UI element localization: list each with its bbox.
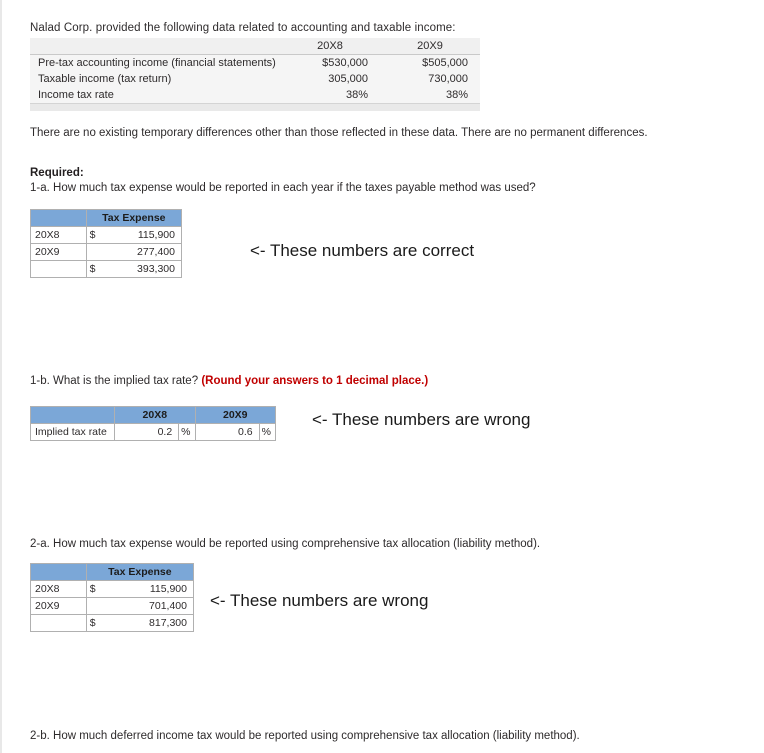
question-2b: 2-b. How much deferred income tax would … [30, 730, 580, 742]
table-row: 20X8 $ 115,900 [30, 580, 195, 598]
table-row: 20X8 $ 115,900 [30, 226, 182, 244]
row-pretax-20x9: $505,000 [422, 57, 468, 69]
row-label-taxrate: Income tax rate [38, 89, 114, 101]
answer-table-1b[interactable]: 20X8 20X9 Implied tax rate 0.2 % 0.6 % [29, 406, 277, 441]
tbl1b-row-20x9-value[interactable]: 0.6 [195, 423, 260, 441]
question-1b-rounding-note: (Round your answers to 1 decimal place.) [201, 375, 429, 387]
required-label: Required: [30, 167, 84, 179]
table-row: $ 393,300 [30, 260, 182, 278]
strip-cell [280, 103, 380, 111]
tbl2a-row1-currency [85, 597, 107, 615]
row-taxrate-20x9: 38% [445, 89, 468, 101]
tbl1b-row-label: Implied tax rate [29, 423, 116, 441]
row-taxable-20x8: 305,000 [328, 73, 368, 85]
annotation-wrong-1b: <- These numbers are wrong [312, 410, 531, 429]
table-bottom-strip [30, 103, 480, 111]
left-rail-divider [0, 0, 2, 753]
tbl1a-row0-value[interactable]: 115,900 [105, 226, 182, 244]
tbl1b-row-20x8-value[interactable]: 0.2 [114, 423, 180, 441]
tbl1b-row-20x8-percent: % [178, 423, 196, 441]
table-header-row: 20X8 20X9 [29, 406, 277, 424]
tbl1a-row1-value[interactable]: 277,400 [105, 243, 182, 261]
question-2a: 2-a. How much tax expense would be repor… [30, 538, 541, 550]
table-row: $ 817,300 [30, 614, 195, 632]
data-header-20x8: 20X8 [280, 38, 380, 55]
answer-table-1a[interactable]: Tax Expense 20X8 $ 115,900 20X9 277,400 … [30, 209, 183, 278]
data-header-20x9: 20X9 [380, 38, 480, 55]
tbl1b-header-20x9: 20X9 [194, 406, 277, 424]
tbl2a-row1-label: 20X9 [30, 597, 87, 615]
tbl1a-header-blank [30, 209, 87, 227]
question-1a: 1-a. How much tax expense would be repor… [30, 182, 536, 194]
tbl2a-row0-label: 20X8 [30, 580, 87, 598]
tbl1a-header-tax-expense: Tax Expense [85, 209, 183, 227]
row-taxable-20x9: 730,000 [428, 73, 468, 85]
annotation-wrong-2a: <- These numbers are wrong [210, 591, 429, 610]
tbl2a-header-tax-expense: Tax Expense [85, 563, 195, 581]
question-1b-text: 1-b. What is the implied tax rate? [30, 375, 202, 387]
row-label-pretax: Pre-tax accounting income (financial sta… [38, 57, 276, 69]
tbl1b-header-20x8: 20X8 [114, 406, 196, 424]
table-row: Pre-tax accounting income (financial sta… [30, 54, 480, 71]
table-row: 20X9 701,400 [30, 597, 195, 615]
table-row: Income tax rate 38% 38% [30, 87, 480, 104]
tbl1a-row0-label: 20X8 [30, 226, 87, 244]
annotation-correct-1a: <- These numbers are correct [249, 241, 475, 260]
row-pretax-20x8: $530,000 [322, 57, 368, 69]
tbl2a-row1-value[interactable]: 701,400 [106, 597, 195, 615]
tbl1a-row2-value[interactable]: 393,300 [105, 260, 182, 278]
tbl1a-row2-currency: $ [85, 260, 106, 278]
tbl1b-header-blank [29, 406, 116, 424]
tbl1a-row0-currency: $ [85, 226, 106, 244]
strip-cell [30, 103, 280, 111]
tbl2a-row0-value[interactable]: 115,900 [106, 580, 195, 598]
tbl2a-row2-value[interactable]: 817,300 [106, 614, 195, 632]
row-label-taxable: Taxable income (tax return) [38, 73, 172, 85]
given-data-table: 20X8 20X9 Pre-tax accounting income (fin… [30, 38, 480, 111]
table-row: 20X9 277,400 [30, 243, 182, 261]
tbl1a-row2-label [30, 260, 87, 278]
table-row: Taxable income (tax return) 305,000 730,… [30, 71, 480, 87]
answer-table-2a[interactable]: Tax Expense 20X8 $ 115,900 20X9 701,400 … [30, 563, 195, 632]
question-1b: 1-b. What is the implied tax rate? (Roun… [30, 375, 428, 387]
tbl2a-row0-currency: $ [85, 580, 107, 598]
table-header-row: Tax Expense [30, 209, 183, 227]
note-text: There are no existing temporary differen… [30, 127, 648, 139]
tbl2a-header-blank [30, 563, 87, 581]
data-header-blank [30, 38, 280, 55]
intro-text: Nalad Corp. provided the following data … [30, 22, 456, 34]
tbl1b-row-20x9-percent: % [259, 423, 277, 441]
table-header-row: 20X8 20X9 [30, 38, 480, 55]
tbl2a-row2-label [30, 614, 87, 632]
tbl1a-row1-label: 20X9 [30, 243, 87, 261]
tbl2a-row2-currency: $ [85, 614, 107, 632]
table-row: Implied tax rate 0.2 % 0.6 % [29, 423, 277, 441]
tbl1a-row1-currency [85, 243, 106, 261]
row-taxrate-20x8: 38% [345, 89, 368, 101]
strip-cell [380, 103, 480, 111]
table-header-row: Tax Expense [30, 563, 195, 581]
